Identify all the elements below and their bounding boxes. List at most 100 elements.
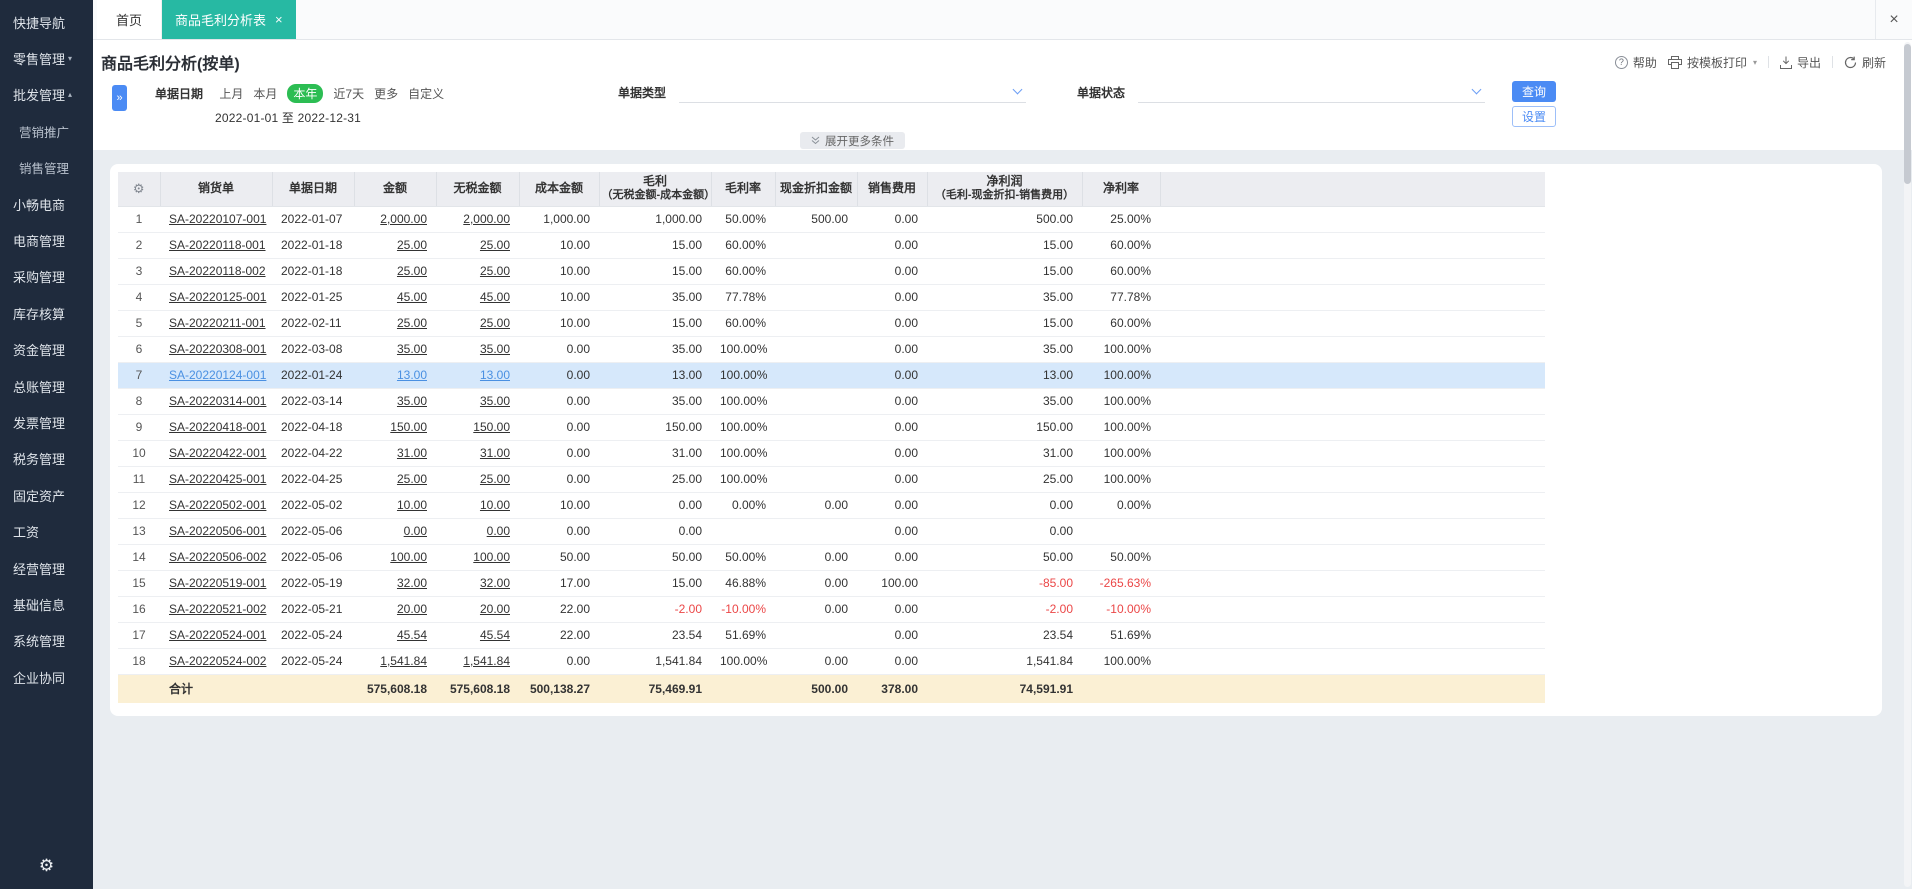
- refresh-button[interactable]: 刷新: [1844, 54, 1886, 71]
- order-link[interactable]: SA-20220506-001: [169, 524, 267, 538]
- tax-free-amount-link[interactable]: 45.00: [479, 290, 510, 304]
- column-header[interactable]: 销货单: [160, 172, 273, 207]
- amount-link[interactable]: 2,000.00: [380, 212, 427, 226]
- tab-close-icon[interactable]: ×: [275, 12, 283, 27]
- help-button[interactable]: ? 帮助: [1614, 54, 1657, 71]
- amount-link[interactable]: 1,541.84: [380, 654, 427, 668]
- sidebar-item[interactable]: 税务管理: [13, 452, 66, 468]
- order-link[interactable]: SA-20220506-002: [169, 550, 267, 564]
- order-link[interactable]: SA-20220308-001: [169, 342, 267, 356]
- table-row[interactable]: 11 SA-20220425-001 2022-04-25 25.00 25.00 0.0…: [118, 466, 1545, 493]
- column-header[interactable]: 无税金额: [436, 172, 520, 207]
- tax-free-amount-link[interactable]: 2,000.00: [463, 212, 510, 226]
- table-row[interactable]: 13 SA-20220506-001 2022-05-06 0.00 0.00 0.00 0…: [118, 518, 1545, 545]
- amount-link[interactable]: 45.54: [396, 628, 427, 642]
- tax-free-amount-link[interactable]: 25.00: [479, 264, 510, 278]
- export-button[interactable]: 导出: [1779, 54, 1821, 71]
- column-header[interactable]: 销售费用: [857, 172, 928, 207]
- table-row[interactable]: 3 SA-20220118-002 2022-01-18 25.00 25.00 10.0…: [118, 258, 1545, 285]
- amount-link[interactable]: 0.00: [403, 524, 427, 538]
- order-link[interactable]: SA-20220124-001: [169, 368, 267, 382]
- settings-gear-icon[interactable]: ⚙: [38, 856, 55, 875]
- amount-link[interactable]: 13.00: [396, 368, 427, 382]
- order-link[interactable]: SA-20220524-001: [169, 628, 267, 642]
- scrollbar-thumb[interactable]: [1904, 44, 1911, 184]
- amount-link[interactable]: 25.00: [396, 316, 427, 330]
- tax-free-amount-link[interactable]: 25.00: [479, 316, 510, 330]
- date-quick-option[interactable]: 近7天: [333, 87, 365, 101]
- sidebar-item[interactable]: 库存核算: [13, 306, 66, 322]
- sidebar-item[interactable]: 销售管理: [19, 162, 70, 177]
- amount-link[interactable]: 25.00: [396, 238, 427, 252]
- amount-link[interactable]: 20.00: [396, 602, 427, 616]
- sidebar-item[interactable]: 小畅电商: [13, 197, 66, 213]
- table-row[interactable]: 12 SA-20220502-001 2022-05-02 10.00 10.00 10.…: [118, 492, 1545, 519]
- tax-free-amount-link[interactable]: 45.54: [479, 628, 510, 642]
- tax-free-amount-link[interactable]: 20.00: [479, 602, 510, 616]
- amount-link[interactable]: 25.00: [396, 472, 427, 486]
- sidebar-item[interactable]: 电商管理: [13, 234, 66, 250]
- settings-button[interactable]: 设置: [1512, 106, 1556, 127]
- doc-status-select[interactable]: [1138, 81, 1486, 103]
- amount-link[interactable]: 150.00: [390, 420, 427, 434]
- tax-free-amount-link[interactable]: 0.00: [486, 524, 510, 538]
- table-row[interactable]: 10 SA-20220422-001 2022-04-22 31.00 31.00 0.0…: [118, 440, 1545, 467]
- doc-type-select[interactable]: [679, 81, 1027, 103]
- query-button[interactable]: 查询: [1512, 81, 1556, 102]
- sidebar-item[interactable]: 工资: [13, 525, 40, 541]
- date-quick-option[interactable]: 本月: [253, 87, 278, 101]
- table-row[interactable]: 14 SA-20220506-002 2022-05-06 100.00 100.00 5…: [118, 544, 1545, 571]
- sidebar-item[interactable]: 批发管理 ▴: [13, 88, 73, 104]
- sidebar-item[interactable]: 系统管理: [13, 634, 66, 650]
- tax-free-amount-link[interactable]: 35.00: [479, 342, 510, 356]
- column-header[interactable]: 成本金额: [519, 172, 600, 207]
- order-link[interactable]: SA-20220418-001: [169, 420, 267, 434]
- table-row[interactable]: 4 SA-20220125-001 2022-01-25 45.00 45.00 10.0…: [118, 284, 1545, 311]
- amount-link[interactable]: 35.00: [396, 342, 427, 356]
- tax-free-amount-link[interactable]: 10.00: [479, 498, 510, 512]
- tab-home[interactable]: 首页: [97, 0, 163, 39]
- sidebar-item[interactable]: 发票管理: [13, 415, 66, 431]
- print-by-template-button[interactable]: 按模板打印 ▾: [1667, 54, 1757, 71]
- tax-free-amount-link[interactable]: 13.00: [479, 368, 510, 382]
- date-quick-option[interactable]: 自定义: [408, 87, 445, 101]
- column-header[interactable]: 毛利率: [711, 172, 776, 207]
- tax-free-amount-link[interactable]: 150.00: [473, 420, 510, 434]
- close-icon[interactable]: ×: [1875, 0, 1912, 39]
- order-link[interactable]: SA-20220314-001: [169, 394, 267, 408]
- expand-more-button[interactable]: 展开更多条件: [800, 132, 905, 149]
- sidebar-item[interactable]: 营销推广: [19, 125, 70, 140]
- column-header[interactable]: 毛利 （无税金额-成本金额）: [599, 172, 712, 207]
- order-link[interactable]: SA-20220519-001: [169, 576, 267, 590]
- order-link[interactable]: SA-20220502-001: [169, 498, 267, 512]
- sidebar-item[interactable]: 采购管理: [13, 270, 66, 286]
- tax-free-amount-link[interactable]: 31.00: [479, 446, 510, 460]
- sidebar-item[interactable]: 固定资产: [13, 488, 66, 504]
- amount-link[interactable]: 25.00: [396, 264, 427, 278]
- amount-link[interactable]: 100.00: [390, 550, 427, 564]
- order-link[interactable]: SA-20220107-001: [169, 212, 267, 226]
- table-row[interactable]: 1 SA-20220107-001 2022-01-07 2,000.00 2,000.…: [118, 206, 1545, 233]
- order-link[interactable]: SA-20220425-001: [169, 472, 267, 486]
- order-link[interactable]: SA-20220118-001: [169, 238, 266, 252]
- tab-product-profit-report[interactable]: 商品毛利分析表 ×: [162, 0, 296, 39]
- amount-link[interactable]: 35.00: [396, 394, 427, 408]
- table-row[interactable]: 6 SA-20220308-001 2022-03-08 35.00 35.00 0.00…: [118, 336, 1545, 363]
- sidebar-item[interactable]: 基础信息: [13, 597, 66, 613]
- table-row[interactable]: 2 SA-20220118-001 2022-01-18 25.00 25.00 10.0…: [118, 232, 1545, 259]
- vertical-scrollbar[interactable]: [1904, 42, 1911, 887]
- column-header[interactable]: 现金折扣金额: [775, 172, 858, 207]
- sidebar-item[interactable]: 经营管理: [13, 561, 66, 577]
- tax-free-amount-link[interactable]: 32.00: [479, 576, 510, 590]
- table-row[interactable]: 16 SA-20220521-002 2022-05-21 20.00 20.00 22.…: [118, 596, 1545, 623]
- table-row[interactable]: 9 SA-20220418-001 2022-04-18 150.00 150.00 0.…: [118, 414, 1545, 441]
- column-header[interactable]: 单据日期: [272, 172, 355, 207]
- expand-sidebar-button[interactable]: »: [112, 85, 127, 111]
- order-link[interactable]: SA-20220524-002: [169, 654, 267, 668]
- table-row[interactable]: 18 SA-20220524-002 2022-05-24 1,541.84 1,541…: [118, 648, 1545, 675]
- sidebar-item[interactable]: 资金管理: [13, 343, 66, 359]
- order-link[interactable]: SA-20220125-001: [169, 290, 267, 304]
- order-link[interactable]: SA-20220211-001: [169, 316, 266, 330]
- tax-free-amount-link[interactable]: 100.00: [473, 550, 510, 564]
- amount-link[interactable]: 32.00: [396, 576, 427, 590]
